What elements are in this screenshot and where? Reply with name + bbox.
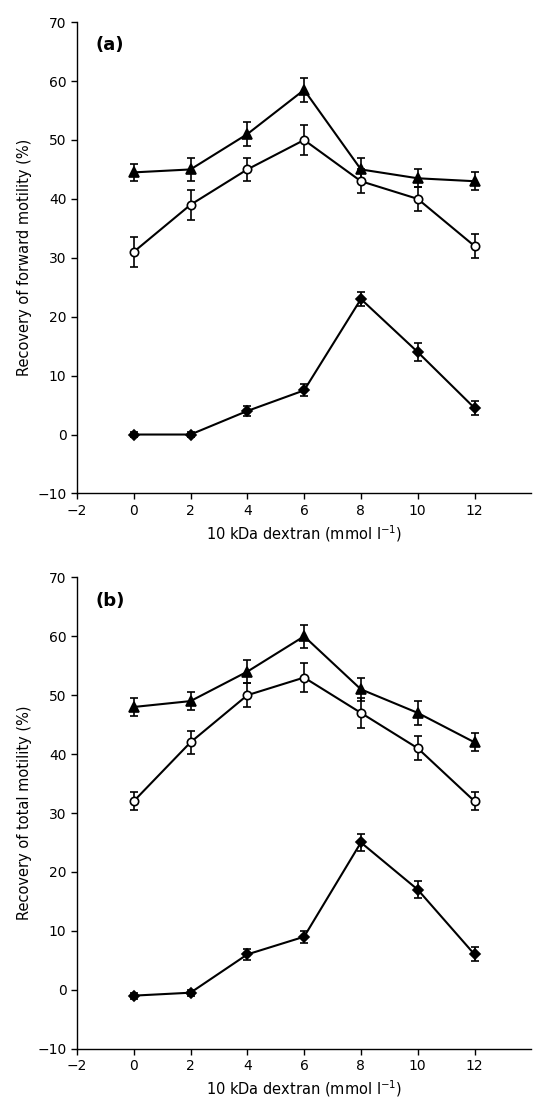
Text: (b): (b) [95,591,124,609]
X-axis label: 10 kDa dextran (mmol l$^{-1}$): 10 kDa dextran (mmol l$^{-1}$) [206,1079,402,1099]
Y-axis label: Recovery of total motility (%): Recovery of total motility (%) [16,705,32,921]
Text: (a): (a) [95,37,123,55]
X-axis label: 10 kDa dextran (mmol l$^{-1}$): 10 kDa dextran (mmol l$^{-1}$) [206,523,402,545]
Y-axis label: Recovery of forward motility (%): Recovery of forward motility (%) [16,140,32,376]
